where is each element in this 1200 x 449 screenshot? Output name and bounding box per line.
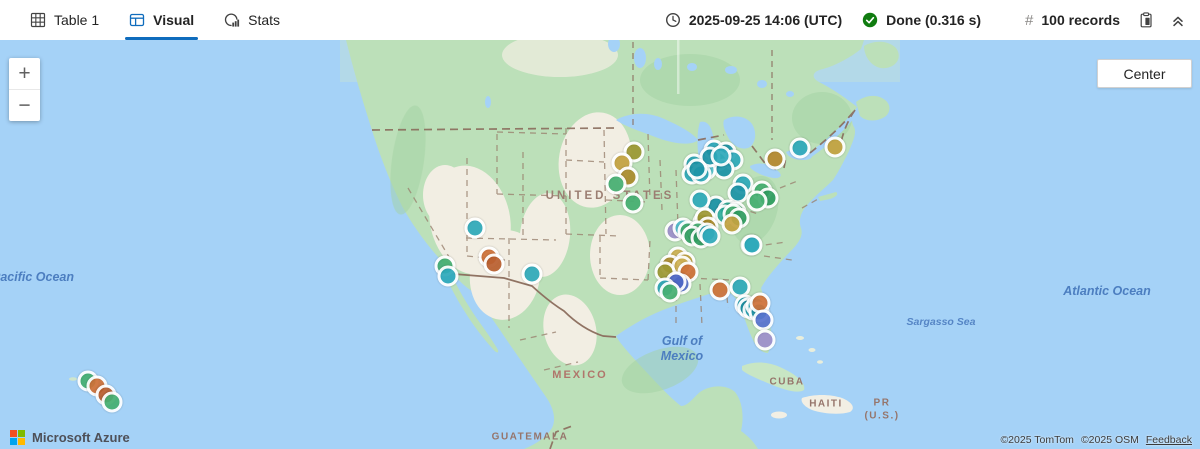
zoom-in-button[interactable]: + <box>18 61 31 85</box>
map-copyright: ©2025 TomTom ©2025 OSM Feedback <box>1000 434 1192 446</box>
zoom-out-button[interactable]: − <box>18 93 31 117</box>
map-marker[interactable] <box>483 253 505 275</box>
microsoft-logo-icon <box>10 430 25 445</box>
visual-icon <box>130 13 145 27</box>
map-marker[interactable] <box>605 173 627 195</box>
azure-attribution: Microsoft Azure <box>10 430 130 445</box>
map-marker[interactable] <box>101 391 123 413</box>
results-toolbar: Table 1 Visual Stats 2025-09-25 14:06 (U… <box>0 0 1200 40</box>
clock-icon <box>665 12 680 28</box>
stats-icon <box>225 13 241 28</box>
map-marker[interactable] <box>752 309 774 331</box>
tab-label: Visual <box>153 12 195 28</box>
hash-icon: # <box>1025 11 1034 29</box>
map-marker[interactable] <box>521 263 543 285</box>
map-marker[interactable] <box>764 148 786 170</box>
collapse-pane-button[interactable] <box>1170 12 1186 28</box>
query-done-status: Done (0.316 s) <box>862 12 981 28</box>
map-visual[interactable]: UNITED STATES MEXICO GUATEMALA CUBA HAITI PR(… <box>0 40 1200 449</box>
map-marker[interactable] <box>464 217 486 239</box>
query-timestamp: 2025-09-25 14:06 (UTC) <box>665 12 842 28</box>
tomtom-copyright: ©2025 TomTom <box>1000 434 1074 446</box>
map-marker[interactable] <box>721 213 743 235</box>
tab-label: Table 1 <box>54 12 100 28</box>
map-marker[interactable] <box>754 329 776 351</box>
table-icon <box>30 12 46 28</box>
tab-stats[interactable]: Stats <box>224 0 280 40</box>
center-map-button[interactable]: Center <box>1097 59 1192 88</box>
map-marker[interactable] <box>709 279 731 301</box>
map-basemap <box>69 40 900 449</box>
success-check-icon <box>862 12 878 28</box>
osm-copyright: ©2025 OSM <box>1080 434 1139 446</box>
clipboard-copy-icon <box>1140 12 1152 28</box>
map-zoom-control: + − <box>9 58 40 121</box>
double-chevron-up-icon <box>1173 16 1183 27</box>
record-count: # 100 records <box>1025 11 1120 29</box>
map-marker[interactable] <box>741 234 763 256</box>
tab-table-1[interactable]: Table 1 <box>30 0 99 40</box>
map-marker[interactable] <box>622 192 644 214</box>
map-marker[interactable] <box>824 136 846 158</box>
feedback-link[interactable]: Feedback <box>1145 434 1192 446</box>
map-marker[interactable] <box>710 145 732 167</box>
map-marker[interactable] <box>699 225 721 247</box>
map-marker[interactable] <box>686 158 708 180</box>
selected-tab-underline <box>125 37 199 40</box>
tab-visual[interactable]: Visual <box>125 0 199 40</box>
azure-attribution-label: Microsoft Azure <box>32 430 130 445</box>
copy-results-button[interactable] <box>1138 12 1154 28</box>
zoom-control-divider <box>9 89 40 90</box>
map-marker[interactable] <box>659 281 681 303</box>
tab-label: Stats <box>248 12 281 28</box>
map-marker[interactable] <box>437 265 459 287</box>
map-marker[interactable] <box>789 137 811 159</box>
map-marker[interactable] <box>746 190 768 212</box>
